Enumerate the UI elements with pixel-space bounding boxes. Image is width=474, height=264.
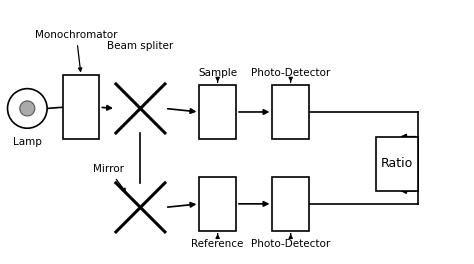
FancyBboxPatch shape [273, 177, 309, 231]
Text: Sample: Sample [198, 68, 237, 78]
FancyBboxPatch shape [63, 76, 100, 139]
Text: Ratio: Ratio [381, 157, 413, 170]
Text: Photo-Detector: Photo-Detector [251, 68, 330, 78]
Circle shape [20, 101, 35, 116]
FancyBboxPatch shape [376, 137, 419, 191]
Text: Photo-Detector: Photo-Detector [251, 239, 330, 249]
Text: Mirror: Mirror [93, 164, 126, 192]
Text: Monochromator: Monochromator [35, 30, 118, 71]
FancyBboxPatch shape [199, 85, 236, 139]
Text: Lamp: Lamp [13, 137, 42, 147]
Circle shape [8, 89, 47, 128]
FancyBboxPatch shape [273, 85, 309, 139]
Text: Beam spliter: Beam spliter [107, 41, 173, 51]
Text: Reference: Reference [191, 239, 244, 249]
FancyBboxPatch shape [199, 177, 236, 231]
